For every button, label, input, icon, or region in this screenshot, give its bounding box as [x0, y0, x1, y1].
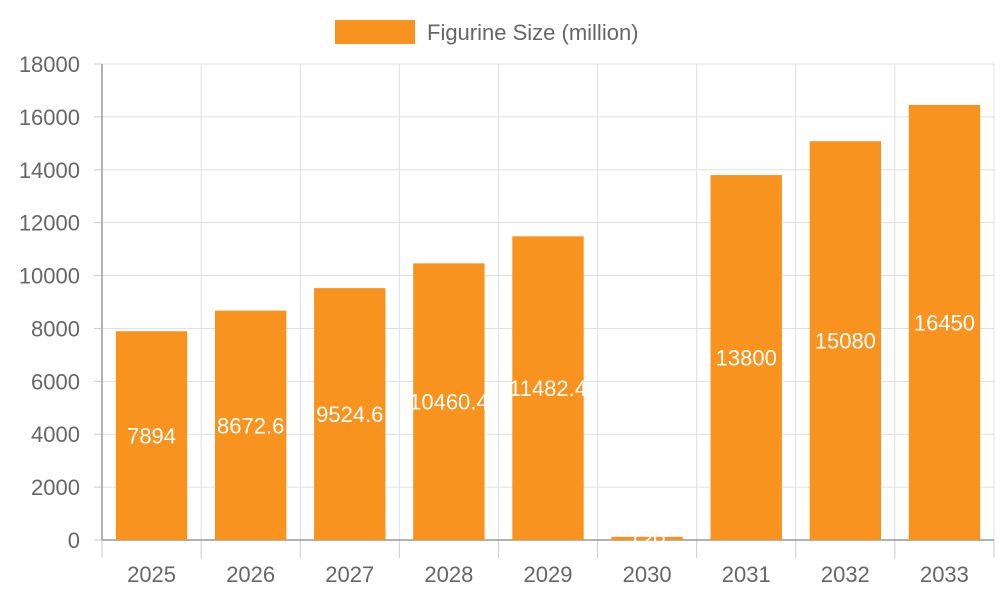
bar-2025: [115, 331, 188, 540]
x-tick-label: 2033: [920, 562, 969, 587]
x-tick-label: 2029: [524, 562, 573, 587]
data-label-2030: 120: [629, 526, 666, 551]
bar-2032: [809, 141, 882, 540]
data-label-2027: 9524.6: [316, 402, 383, 427]
data-label-2025: 7894: [127, 424, 176, 449]
y-tick-label: 16000: [19, 105, 80, 130]
bar-2028: [413, 263, 485, 540]
x-axis: 2025 2026 2027 2028 2029 2030 2031 2032 2033: [101, 539, 995, 587]
bar-2031: [710, 175, 782, 541]
y-tick-label: 2000: [31, 475, 80, 500]
y-axis: 0 2000 4000 6000 8000 10000 12000 14000 16000 180…: [19, 52, 103, 553]
bar-2030: [611, 536, 683, 540]
x-tick-label: 2027: [325, 562, 374, 587]
legend: Figurine Size (million): [335, 20, 639, 45]
data-label-2032: 15080: [815, 329, 876, 354]
y-tick-label: 8000: [31, 316, 80, 341]
bar-2033: [908, 104, 981, 540]
y-tick-label: 0: [68, 528, 80, 553]
x-tick-label: 2031: [722, 562, 771, 587]
y-tick-label: 6000: [31, 369, 80, 394]
x-tick-label: 2030: [623, 562, 672, 587]
x-tick-label: 2032: [821, 562, 870, 587]
data-label-2031: 13800: [716, 346, 777, 371]
x-tick-label: 2026: [226, 562, 275, 587]
y-tick-label: 4000: [31, 422, 80, 447]
data-label-2026: 8672.6: [217, 413, 284, 438]
data-label-2028: 10460.4: [409, 390, 489, 415]
data-label-2033: 16450: [914, 310, 975, 335]
y-tick-label: 14000: [19, 158, 80, 183]
bar-2029: [512, 236, 584, 540]
x-tick-label: 2025: [127, 562, 176, 587]
bar-2027: [314, 288, 386, 540]
legend-label: Figurine Size (million): [427, 20, 639, 45]
x-tick-label: 2028: [424, 562, 473, 587]
y-tick-label: 10000: [19, 264, 80, 289]
data-labels: 7894 8672.6 9524.6 10460.4 11482.4 120 13800 15…: [127, 310, 975, 551]
y-tick-label: 18000: [19, 52, 80, 77]
bar-2026: [214, 310, 287, 540]
legend-swatch: [335, 20, 415, 44]
data-label-2029: 11482.4: [509, 376, 587, 401]
y-tick-label: 12000: [19, 211, 80, 236]
bars: [115, 104, 981, 541]
